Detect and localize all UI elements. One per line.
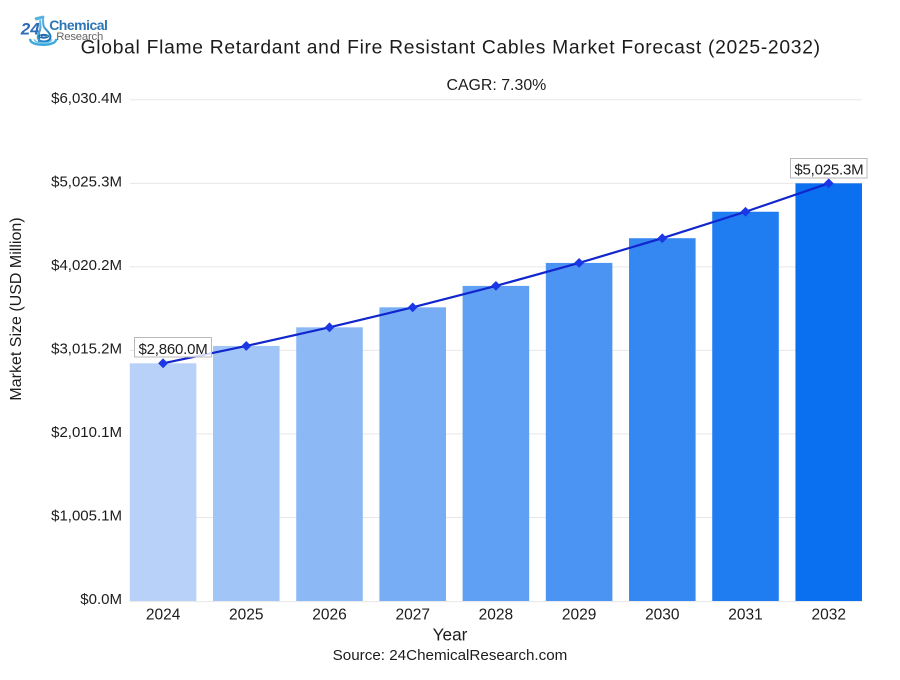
svg-text:2024: 2024 xyxy=(146,607,181,624)
svg-text:2025: 2025 xyxy=(229,607,263,624)
svg-text:$4,020.2M: $4,020.2M xyxy=(51,257,122,274)
svg-text:$2,010.1M: $2,010.1M xyxy=(51,424,122,441)
svg-text:2027: 2027 xyxy=(395,607,429,624)
svg-text:24: 24 xyxy=(20,20,40,39)
svg-text:Global Flame Retardant and Fir: Global Flame Retardant and Fire Resistan… xyxy=(81,38,821,59)
svg-text:2028: 2028 xyxy=(479,607,513,624)
svg-text:$5,025.3M: $5,025.3M xyxy=(51,173,122,190)
svg-text:2029: 2029 xyxy=(562,607,596,624)
svg-text:2026: 2026 xyxy=(312,607,346,624)
svg-text:$2,860.0M: $2,860.0M xyxy=(138,341,207,358)
svg-text:CAGR: 7.30%: CAGR: 7.30% xyxy=(446,77,546,94)
svg-text:2030: 2030 xyxy=(645,607,680,624)
svg-text:$5,025.3M: $5,025.3M xyxy=(794,162,863,179)
svg-text:$1,005.1M: $1,005.1M xyxy=(51,507,122,524)
svg-text:Year: Year xyxy=(433,625,468,645)
svg-text:Chemical: Chemical xyxy=(49,17,107,33)
svg-text:$6,030.4M: $6,030.4M xyxy=(51,90,122,107)
svg-text:2031: 2031 xyxy=(728,607,762,624)
svg-text:Market Size (USD Million): Market Size (USD Million) xyxy=(8,217,25,400)
svg-text:Source: 24ChemicalResearch.com: Source: 24ChemicalResearch.com xyxy=(333,647,568,664)
svg-text:2032: 2032 xyxy=(811,607,845,624)
svg-text:$3,015.2M: $3,015.2M xyxy=(51,340,122,357)
svg-text:$0.0M: $0.0M xyxy=(80,591,122,608)
svg-text:Research: Research xyxy=(56,31,103,43)
